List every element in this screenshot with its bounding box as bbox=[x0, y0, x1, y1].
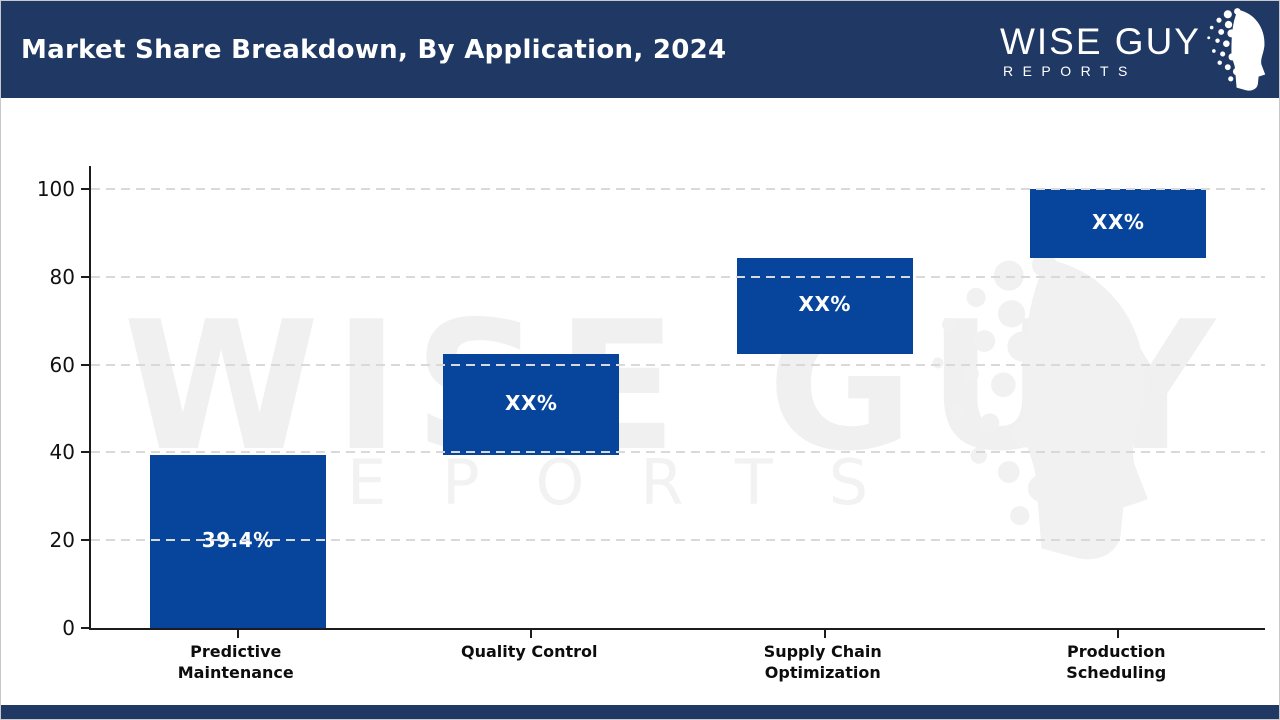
y-tick-mark bbox=[81, 539, 89, 542]
footer-bar bbox=[1, 705, 1279, 719]
y-tick-label: 40 bbox=[49, 440, 75, 465]
y-tick-label: 60 bbox=[49, 352, 75, 377]
header-bar: Market Share Breakdown, By Application, … bbox=[1, 1, 1279, 98]
y-axis-labels: 0 20 40 60 80 100 bbox=[1, 166, 75, 638]
waterfall-bar-2: XX% bbox=[443, 354, 620, 456]
y-tick-mark bbox=[81, 275, 89, 278]
gridline-100 bbox=[91, 188, 1265, 190]
gridline-80 bbox=[91, 275, 1265, 278]
waterfall-bar-3: XX% bbox=[736, 258, 913, 355]
y-tick-mark bbox=[81, 451, 89, 454]
category-label-3: Supply Chain Optimization bbox=[763, 642, 882, 683]
y-tick-label: 0 bbox=[62, 616, 75, 640]
y-tick-label: 100 bbox=[36, 177, 75, 201]
wiseguy-logo: WISE GUY REPORTS bbox=[1000, 7, 1273, 95]
bar-value-label: XX% bbox=[505, 390, 558, 415]
plot-area: 39.4% XX% XX% XX% bbox=[81, 166, 1265, 638]
gridline-20 bbox=[91, 539, 1265, 542]
bar-value-label: XX% bbox=[1092, 209, 1145, 234]
waterfall-bar-1: 39.4% bbox=[149, 455, 326, 628]
category-label-2: Quality Control bbox=[460, 642, 598, 661]
page-title: Market Share Breakdown, By Application, … bbox=[21, 34, 727, 65]
bar-value-label: XX% bbox=[798, 292, 851, 317]
x-axis-labels: Predictive Maintenance Quality Control Supp… bbox=[89, 641, 1263, 701]
y-tick-mark bbox=[81, 627, 89, 629]
gridline-60 bbox=[91, 363, 1265, 366]
y-tick-mark bbox=[81, 188, 89, 190]
x-tick-mark bbox=[1117, 630, 1120, 638]
logo-wordmark: WISE GUY REPORTS bbox=[1000, 23, 1201, 79]
y-tick-label: 80 bbox=[49, 264, 75, 289]
x-tick-mark bbox=[530, 630, 533, 638]
y-tick-label: 20 bbox=[49, 528, 75, 553]
x-tick-mark bbox=[236, 630, 239, 638]
logo-wordmark-line1: WISE GUY bbox=[999, 20, 1201, 62]
y-tick-mark bbox=[81, 363, 89, 366]
category-label-1: Predictive Maintenance bbox=[177, 642, 294, 683]
chart-area: WISE GUY REPORTS 0 20 40 60 80 100 39.4% XX% XX… bbox=[1, 98, 1279, 707]
gridline-40 bbox=[91, 451, 1265, 454]
category-label-4: Production Scheduling bbox=[1066, 642, 1167, 683]
waterfall-bar-4: XX% bbox=[1030, 189, 1207, 259]
x-tick-mark bbox=[823, 630, 826, 638]
logo-wordmark-line2: REPORTS bbox=[1002, 62, 1137, 79]
